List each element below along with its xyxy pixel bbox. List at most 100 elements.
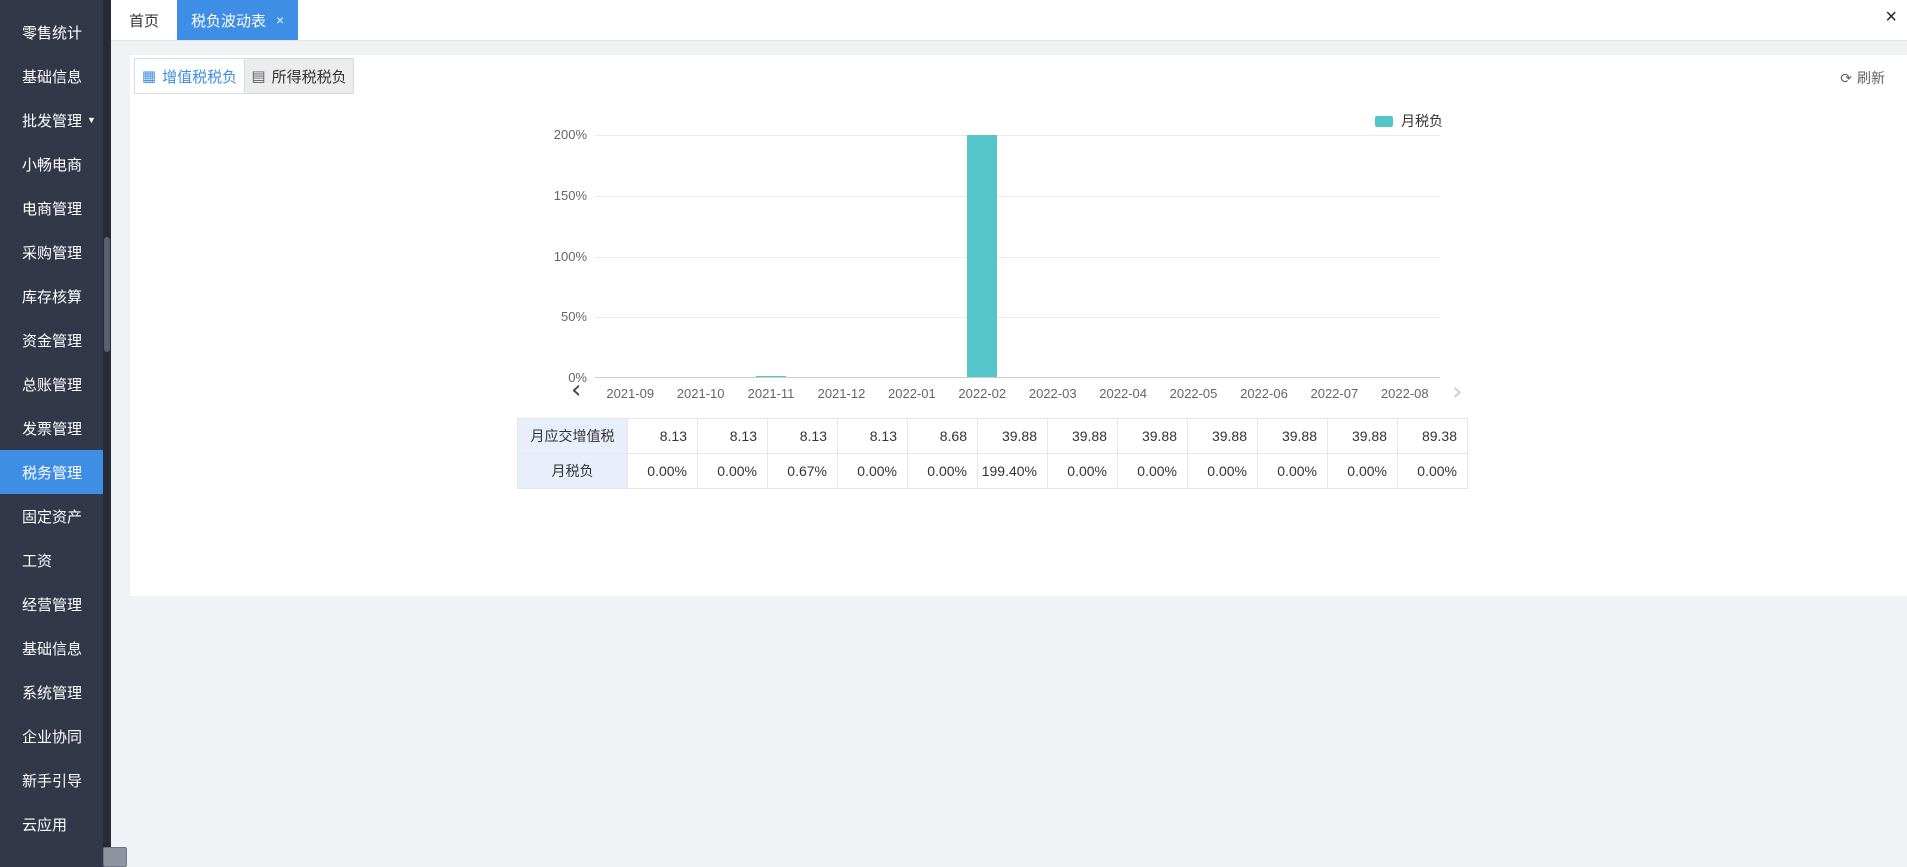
table-cell: 0.00% [908, 454, 978, 489]
sidebar-item-7[interactable]: 资金管理 [0, 318, 111, 362]
x-axis-label: 2022-01 [888, 386, 936, 401]
chart-legend[interactable]: 月税负 [1375, 111, 1443, 131]
legend-label: 月税负 [1401, 113, 1443, 129]
sidebar-item-13[interactable]: 经营管理 [0, 582, 111, 626]
sidebar-item-label: 采购管理 [22, 244, 83, 262]
sidebar-item-6[interactable]: 库存核算 [0, 274, 111, 318]
table-cell: 8.13 [838, 419, 908, 454]
sidebar-item-label: 发票管理 [22, 420, 83, 438]
x-axis-label: 2022-07 [1310, 386, 1359, 401]
sidebar-item-11[interactable]: 固定资产 [0, 494, 111, 538]
chart-plot: 2021-09 2021-10 2021-11 2021-12 2022-01 2022-… [595, 135, 1440, 401]
y-axis-label: 200% [553, 127, 587, 142]
sidebar-menu: 零售统计 基础信息 批发管理 ▼ 小畅电商 电商管理 采购管理 库存核算 资金管理 总账管理 发票管… [0, 0, 111, 846]
x-axis-label: 2022-05 [1169, 386, 1218, 401]
table-row-header-0: 月应交增值税 [518, 419, 628, 454]
gridline [595, 257, 1440, 258]
sidebar-item-18[interactable]: 云应用 [0, 802, 111, 846]
chart-bar-2022-02 [967, 135, 998, 377]
sidebar-item-label: 企业协同 [22, 728, 83, 746]
x-axis-label: 2021-11 [747, 386, 795, 401]
sidebar-item-8[interactable]: 总账管理 [0, 362, 111, 406]
table-cell: 0.67% [768, 454, 838, 489]
table-cell: 0.00% [1118, 454, 1188, 489]
sidebar-item-label: 总账管理 [22, 376, 83, 394]
table-cell: 0.00% [1048, 454, 1118, 489]
data-table: 月应交增值税 8.13 8.13 8.13 8.13 8.68 39.88 39.88 39.8… [517, 418, 1468, 489]
sidebar-item-label: 资金管理 [22, 332, 83, 350]
tab-close-icon[interactable]: × [276, 12, 285, 28]
tab-bar: 首页 税负波动表 × × [111, 0, 1907, 41]
sidebar-item-4[interactable]: 电商管理 [0, 186, 111, 230]
subtab-income-tax-burden[interactable]: ▤ 所得税税负 [244, 59, 353, 93]
content-panel: ▦ 增值税税负 ▤ 所得税税负 ⟳ 刷新 月税负 0% 50% 100% 150% 20… [130, 55, 1907, 596]
sidebar-item-label: 批发管理 [22, 112, 83, 130]
vat-tab-icon: ▦ [141, 67, 157, 85]
refresh-icon: ⟳ [1840, 69, 1852, 86]
table-cell: 8.13 [628, 419, 698, 454]
x-axis-label: 2022-06 [1240, 386, 1288, 401]
sidebar-item-0[interactable]: 零售统计 [0, 10, 111, 54]
sidebar-item-label: 基础信息 [22, 640, 83, 658]
table-cell: 0.00% [1188, 454, 1258, 489]
x-axis-label: 2021-09 [606, 386, 655, 401]
sidebar-scrollbar[interactable] [103, 0, 111, 867]
sidebar-collapse-button[interactable] [103, 847, 127, 867]
tab-home[interactable]: 首页 [129, 12, 160, 30]
y-axis-label: 150% [553, 188, 587, 203]
x-axis-label: 2022-08 [1380, 386, 1429, 401]
sidebar-item-10[interactable]: 税务管理 [0, 450, 111, 494]
table-cell: 39.88 [1328, 419, 1398, 454]
refresh-button[interactable]: ⟳ 刷新 [1840, 68, 1885, 88]
sidebar-item-label: 云应用 [22, 816, 68, 834]
chart-bar-2021-11 [756, 376, 787, 377]
sidebar-item-16[interactable]: 企业协同 [0, 714, 111, 758]
table-cell: 39.88 [1118, 419, 1188, 454]
sidebar-item-label: 系统管理 [22, 684, 83, 702]
chart-prev-arrow[interactable]: ‹ [571, 375, 582, 405]
table-cell: 8.68 [908, 419, 978, 454]
caret-down-icon: ▼ [87, 115, 96, 125]
y-axis-label: 50% [560, 309, 587, 324]
chart-next-arrow[interactable]: › [1452, 377, 1463, 407]
tab-tax-fluctuation[interactable]: 税负波动表 × [177, 0, 299, 40]
table-cell: 0.00% [1398, 454, 1468, 489]
y-axis-label: 100% [553, 249, 587, 264]
sidebar-item-3[interactable]: 小畅电商 [0, 142, 111, 186]
table-cell: 0.00% [628, 454, 698, 489]
sidebar-item-15[interactable]: 系统管理 [0, 670, 111, 714]
sidebar-item-17[interactable]: 新手引导 [0, 758, 111, 802]
table-cell: 39.88 [1188, 419, 1258, 454]
sidebar-item-9[interactable]: 发票管理 [0, 406, 111, 450]
sidebar-item-1[interactable]: 基础信息 [0, 54, 111, 98]
sidebar-item-2[interactable]: 批发管理 ▼ [0, 98, 111, 142]
table-cell: 0.00% [698, 454, 768, 489]
sidebar-item-label: 税务管理 [22, 464, 83, 482]
table-cell: 8.13 [768, 419, 838, 454]
table-cell: 39.88 [1048, 419, 1118, 454]
sidebar-item-label: 工资 [22, 552, 53, 570]
sidebar-item-label: 小畅电商 [22, 156, 83, 174]
chart-y-axis: 0% 50% 100% 150% 200% [130, 127, 587, 385]
table-cell: 0.00% [838, 454, 908, 489]
x-axis-label: 2022-03 [1028, 386, 1077, 401]
sidebar-scrollbar-thumb[interactable] [104, 237, 110, 352]
window-close-icon[interactable]: × [1885, 6, 1897, 28]
x-axis-label: 2021-12 [817, 386, 866, 401]
subtabs: ▦ 增值税税负 ▤ 所得税税负 [134, 58, 354, 94]
subtab-vat-tax-burden[interactable]: ▦ 增值税税负 [135, 59, 244, 93]
gridline [595, 196, 1440, 197]
table-cell: 0.00% [1258, 454, 1328, 489]
x-axis-label: 2021-10 [676, 386, 725, 401]
sidebar-item-label: 新手引导 [22, 772, 83, 790]
sidebar-item-5[interactable]: 采购管理 [0, 230, 111, 274]
x-axis-line [595, 377, 1440, 378]
sidebar-item-label: 基础信息 [22, 68, 83, 86]
gridline [595, 135, 1440, 136]
income-tab-icon: ▤ [251, 67, 266, 85]
sidebar-item-label: 电商管理 [22, 200, 83, 218]
table-cell: 39.88 [978, 419, 1048, 454]
sidebar-item-12[interactable]: 工资 [0, 538, 111, 582]
sidebar-item-label: 零售统计 [22, 24, 83, 42]
sidebar-item-14[interactable]: 基础信息 [0, 626, 111, 670]
